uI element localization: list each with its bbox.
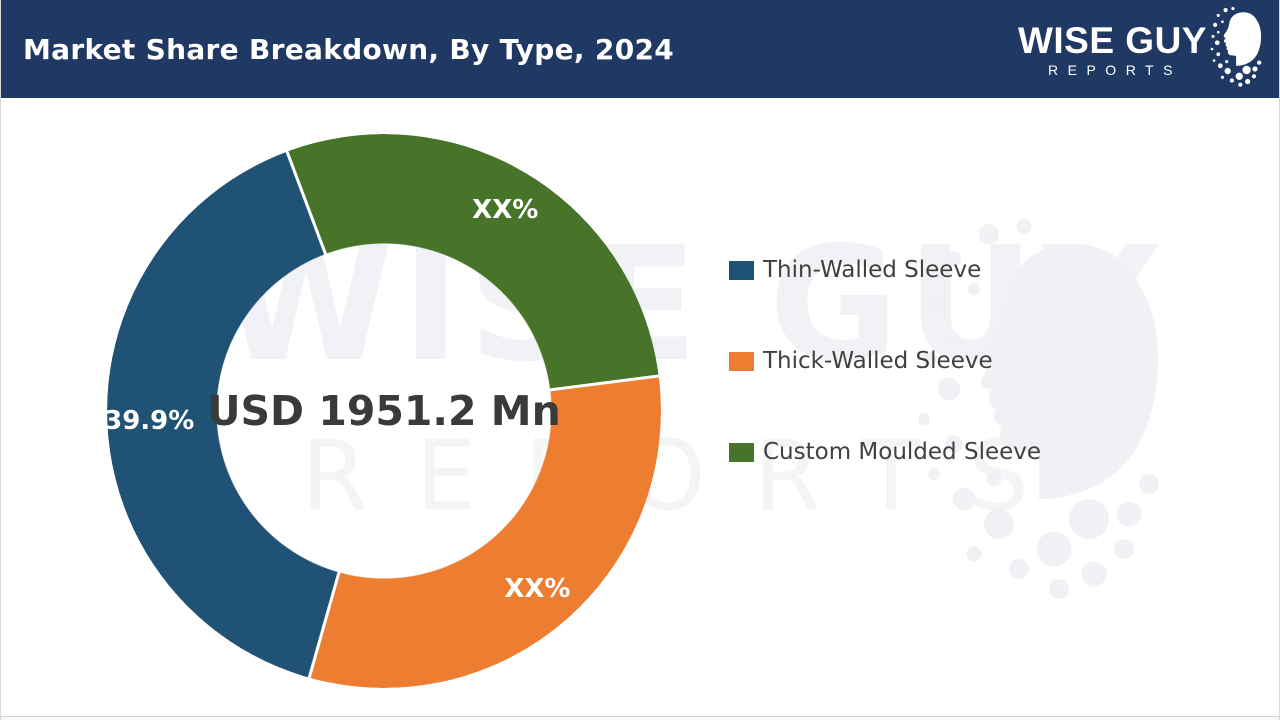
slice-value-label-thick-walled: XX% — [504, 574, 571, 604]
logo-text: WISE GUY REPORTS — [1018, 22, 1207, 77]
legend-item-thin-walled: Thin-Walled Sleeve — [729, 252, 1041, 288]
legend-label: Custom Moulded Sleeve — [763, 439, 1042, 465]
logo-wordmark: WISE GUY — [1017, 19, 1207, 61]
legend-swatch-custom-moulded — [729, 442, 754, 462]
legend-item-custom-moulded: Custom Moulded Sleeve — [729, 434, 1041, 470]
logo-subtext: REPORTS — [1048, 61, 1182, 78]
header-bar: Market Share Breakdown, By Type, 2024 WI… — [1, 0, 1279, 98]
donut-ring — [107, 134, 661, 688]
legend-label: Thick-Walled Sleeve — [763, 348, 993, 374]
donut-chart: XX% XX% 39.9% USD 1951.2 Mn — [104, 134, 661, 688]
legend-item-thick-walled: Thick-Walled Sleeve — [729, 343, 1041, 379]
page-title: Market Share Breakdown, By Type, 2024 — [23, 32, 675, 66]
chart-center-value: USD 1951.2 Mn — [207, 387, 561, 435]
legend-label: Thin-Walled Sleeve — [763, 257, 982, 283]
chart-area: WISE GUY REPORTS XX% XX% 39.9% USD 1951.… — [1, 98, 1279, 716]
wiseguy-logo: WISE GUY REPORTS — [1018, 7, 1267, 91]
legend-swatch-thin-walled — [729, 260, 754, 280]
bottom-strip — [1, 716, 1279, 720]
slice-value-label-thin-walled: 39.9% — [104, 405, 195, 436]
slice-value-label-custom-moulded: XX% — [472, 194, 539, 225]
legend: Thin-Walled Sleeve Thick-Walled Sleeve C… — [729, 252, 1041, 470]
logo-face-icon — [1210, 7, 1262, 87]
legend-swatch-thick-walled — [729, 351, 754, 371]
